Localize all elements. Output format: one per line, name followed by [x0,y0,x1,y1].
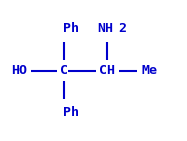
Text: HO: HO [11,64,27,77]
Text: NH: NH [98,22,114,35]
Text: C: C [60,64,68,77]
Text: Me: Me [142,64,158,77]
Text: Ph: Ph [63,22,79,35]
Text: CH: CH [99,64,115,77]
Text: Ph: Ph [63,106,79,119]
Text: 2: 2 [119,22,127,35]
